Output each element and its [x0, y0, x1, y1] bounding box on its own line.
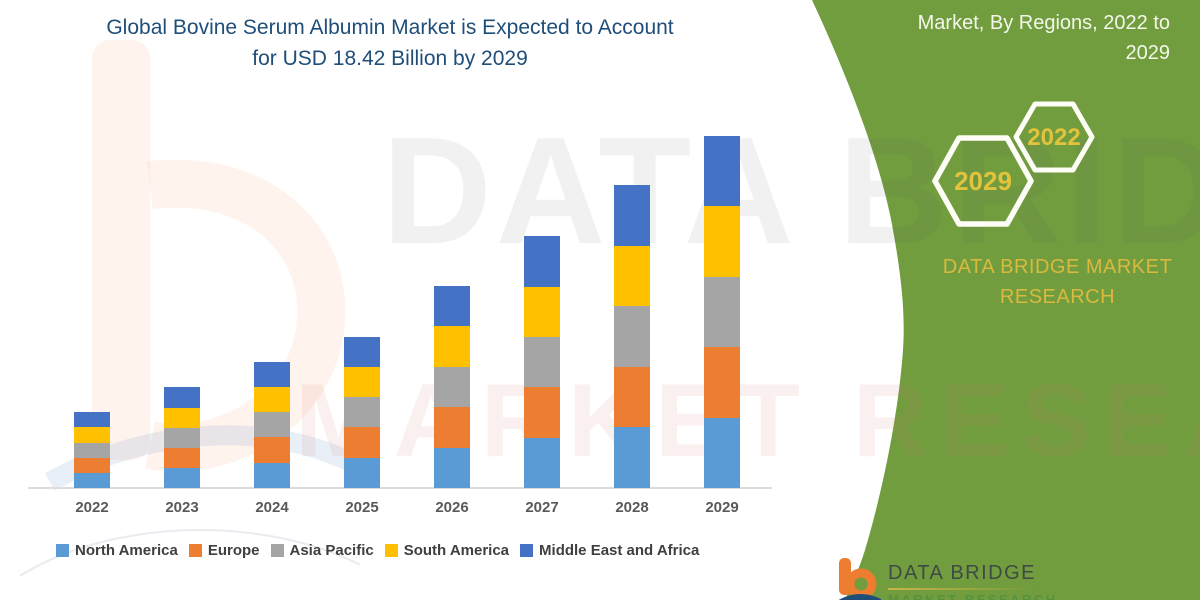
chart-title-line1: Global Bovine Serum Albumin Market is Ex… — [106, 16, 674, 39]
legend-swatch-north-america — [56, 544, 69, 557]
legend-swatch-asia-pacific — [270, 544, 284, 557]
legend-label-asia-pacific: Asia Pacific — [289, 542, 374, 559]
legend-item-asia-pacific: Asia Pacific — [270, 542, 374, 559]
bar-segment-north-america-2026 — [434, 447, 470, 488]
legend-label-south-america: South America — [403, 542, 510, 559]
bar-segment-middle-east-and-africa-2022 — [74, 412, 110, 428]
x-axis-label-2027: 2027 — [525, 499, 559, 516]
chart-title: Global Bovine Serum Albumin Market is Ex… — [30, 12, 750, 74]
legend-item-south-america: South America — [384, 542, 510, 559]
side-panel-brand-line1: DATA BRIDGE MARKET — [942, 256, 1173, 278]
bar-segment-south-america-2028 — [614, 245, 650, 307]
bar-segment-middle-east-and-africa-2028 — [614, 185, 650, 246]
legend-item-europe: Europe — [188, 542, 260, 559]
x-axis-label-2024: 2024 — [255, 499, 289, 516]
bar-segment-asia-pacific-2023 — [164, 427, 200, 448]
bar-segment-south-america-2022 — [74, 427, 110, 443]
chart-title-line2: for USD 18.42 Billion by 2029 — [252, 47, 528, 70]
x-axis-label-2022: 2022 — [75, 499, 109, 516]
legend-label-north-america: North America — [75, 542, 178, 559]
bar-segment-europe-2027 — [524, 387, 560, 438]
bar-segment-europe-2025 — [344, 427, 380, 458]
footer-sub-brand-text: MARKET RESEARCH — [888, 592, 1058, 600]
side-panel-heading-line1: Market, By Regions, 2022 to — [917, 12, 1170, 34]
x-axis-label-2028: 2028 — [615, 499, 649, 516]
x-axis-line — [28, 487, 772, 489]
bar-segment-north-america-2028 — [614, 427, 650, 488]
hexagon-2029-label: 2029 — [954, 166, 1012, 196]
bar-segment-asia-pacific-2028 — [614, 306, 650, 367]
legend-swatch-south-america — [384, 544, 398, 557]
bar-segment-north-america-2023 — [164, 467, 200, 488]
bar-segment-middle-east-and-africa-2023 — [164, 387, 200, 408]
bar-segment-south-america-2024 — [254, 386, 290, 413]
bar-segment-north-america-2029 — [704, 417, 740, 488]
bar-segment-europe-2023 — [164, 447, 200, 468]
legend-label-europe: Europe — [207, 542, 260, 559]
bar-segment-north-america-2024 — [254, 462, 290, 488]
footer-brand-text: DATA BRIDGE — [888, 562, 1037, 584]
legend-label-middle-east-and-africa: Middle East and Africa — [539, 542, 700, 559]
x-axis-label-2023: 2023 — [165, 499, 199, 516]
bar-segment-middle-east-and-africa-2029 — [704, 135, 740, 207]
bar-segment-north-america-2025 — [344, 457, 380, 488]
bar-segment-north-america-2027 — [524, 437, 560, 488]
bar-segment-middle-east-and-africa-2027 — [524, 236, 560, 287]
x-axis-label-2025: 2025 — [345, 499, 379, 516]
data-bridge-logo-icon — [838, 558, 881, 600]
hexagon-2022: 2022 — [1013, 101, 1095, 173]
background-logo-watermark — [20, 40, 360, 578]
bar-segment-south-america-2027 — [524, 286, 560, 337]
bar-segment-middle-east-and-africa-2025 — [344, 336, 380, 367]
footer-brand-underline — [888, 588, 1040, 590]
bar-segment-asia-pacific-2022 — [74, 442, 110, 458]
bar-segment-europe-2022 — [74, 457, 110, 473]
bar-segment-north-america-2022 — [74, 472, 110, 488]
bar-segment-asia-pacific-2029 — [704, 276, 740, 348]
bar-segment-asia-pacific-2024 — [254, 412, 290, 438]
bar-segment-europe-2028 — [614, 366, 650, 428]
bar-segment-europe-2024 — [254, 437, 290, 463]
legend-swatch-middle-east-and-africa — [520, 544, 534, 557]
x-axis-label-2029: 2029 — [705, 499, 739, 516]
bar-segment-south-america-2026 — [434, 326, 470, 367]
bar-segment-asia-pacific-2027 — [524, 336, 560, 388]
side-panel-brand-line2: RESEARCH — [999, 286, 1116, 308]
side-panel-heading-line2: 2029 — [1125, 42, 1171, 64]
bar-segment-europe-2026 — [434, 407, 470, 448]
bar-segment-europe-2029 — [704, 347, 740, 418]
bar-segment-south-america-2025 — [344, 366, 380, 398]
chart-legend: North America Europe Asia Pacific South Ame… — [56, 542, 699, 559]
side-panel-brand: DATA BRIDGE MARKET RESEARCH — [900, 252, 1200, 312]
bar-segment-south-america-2023 — [164, 407, 200, 428]
legend-item-middle-east-and-africa: Middle East and Africa — [520, 542, 699, 559]
bar-segment-asia-pacific-2026 — [434, 366, 470, 408]
bar-segment-asia-pacific-2025 — [344, 397, 380, 428]
x-axis-label-2026: 2026 — [435, 499, 469, 516]
watermark-text-line1: DATA BRIDGE — [382, 106, 1200, 276]
side-panel-heading: Market, By Regions, 2022 to 2029 — [918, 8, 1170, 68]
bar-segment-middle-east-and-africa-2026 — [434, 285, 470, 327]
bar-segment-middle-east-and-africa-2024 — [254, 361, 290, 387]
legend-swatch-europe — [188, 544, 202, 557]
hexagon-2022-label: 2022 — [1027, 124, 1080, 151]
bar-segment-south-america-2029 — [704, 206, 740, 277]
hexagon-2029: 2029 — [932, 135, 1034, 227]
legend-item-north-america: North America — [56, 542, 178, 559]
